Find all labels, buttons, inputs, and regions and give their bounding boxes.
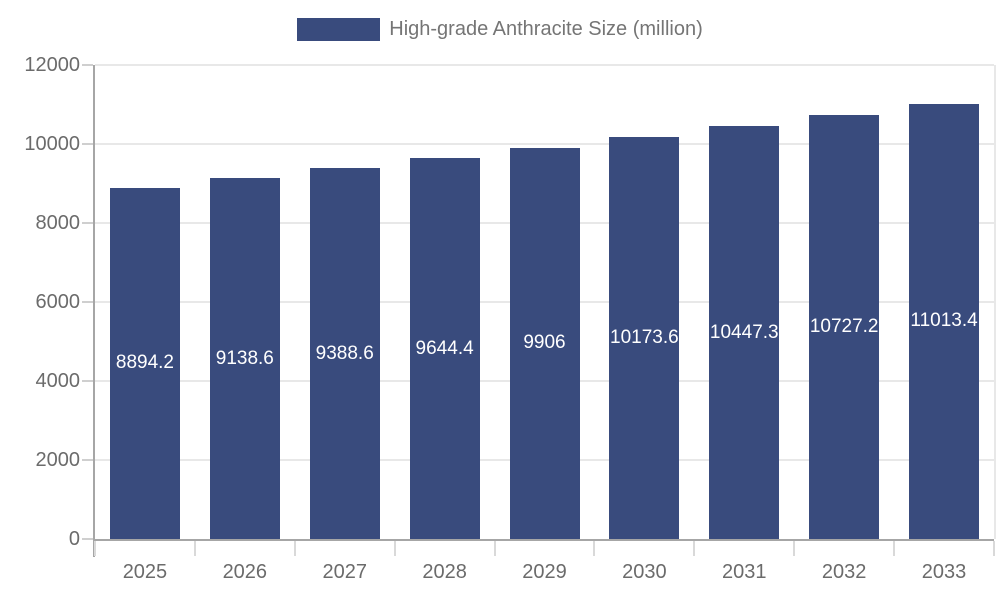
bar-value-label: 9138.6: [215, 347, 274, 369]
x-axis-category-label: 2033: [921, 561, 967, 583]
bar-2027[interactable]: 9388.6: [309, 168, 380, 539]
bar-value-label: 10173.6: [610, 327, 679, 349]
x-axis-category-label: 2026: [222, 561, 268, 583]
plot-area: 0 2000 4000 6000 8000 10000 12000 8894.2 2025 913…: [24, 54, 996, 583]
bar-2032[interactable]: 10727.2: [809, 115, 880, 539]
bar-2026[interactable]: 9138.6: [209, 178, 280, 539]
bar-value-label: 11013.4: [910, 310, 978, 332]
bar-2025[interactable]: 8894.2: [109, 187, 180, 539]
x-axis-tick: [293, 541, 296, 556]
x-axis-tick: [993, 541, 995, 556]
y-axis-tick: [82, 222, 93, 224]
bar-value-label: 10727.2: [809, 316, 879, 338]
x-axis-category-label: 2027: [322, 561, 367, 583]
bar-2030[interactable]: 10173.6: [609, 137, 680, 539]
plot-right-border: [994, 65, 996, 539]
bar-2033[interactable]: 11013.4: [909, 103, 980, 539]
y-axis-tick: [82, 538, 93, 540]
bar-value-label: 9906: [523, 332, 566, 354]
x-axis-tick: [793, 541, 796, 556]
y-axis-line: [93, 65, 95, 557]
bar-2028[interactable]: 9644.4: [409, 158, 480, 539]
y-axis-tick: [82, 380, 93, 382]
x-axis-tick: [593, 541, 596, 556]
x-axis-category-label: 2032: [821, 561, 867, 583]
gridline: [95, 143, 994, 145]
y-axis-tick-label: 2000: [35, 449, 81, 471]
bar-value-label: 9388.6: [315, 342, 374, 364]
x-axis-category-label: 2028: [422, 561, 467, 583]
x-axis-category-label: 2025: [122, 561, 168, 583]
legend-label[interactable]: High-grade Anthracite Size (million): [389, 18, 703, 40]
y-axis-tick-label: 6000: [35, 291, 81, 313]
x-axis-category-label: 2030: [622, 561, 667, 583]
bar-value-label: 10447.3: [709, 321, 779, 343]
x-axis-tick: [393, 541, 396, 556]
x-axis-category-label: 2029: [522, 561, 567, 583]
y-axis-tick-label: 12000: [24, 54, 80, 76]
y-axis-tick: [82, 64, 93, 66]
x-axis-tick: [493, 541, 496, 556]
bar-value-label: 8894.2: [115, 352, 174, 374]
y-axis-tick-label: 10000: [24, 133, 80, 155]
x-axis-tick: [94, 541, 96, 556]
y-axis-tick: [82, 459, 93, 461]
bar-2031[interactable]: 10447.3: [709, 126, 780, 539]
bar-value-label: 9644.4: [415, 337, 474, 359]
x-axis-tick: [893, 541, 896, 556]
y-axis-tick-label: 4000: [35, 370, 81, 392]
gridline: [95, 64, 994, 66]
y-axis-tick-label: 0: [68, 528, 80, 550]
x-axis-category-label: 2031: [722, 561, 767, 583]
y-axis-tick-label: 8000: [35, 212, 81, 234]
y-axis-tick: [82, 301, 93, 303]
legend[interactable]: High-grade Anthracite Size (million): [0, 18, 1000, 41]
bar-2029[interactable]: 9906: [509, 147, 580, 539]
legend-swatch-icon[interactable]: [297, 18, 381, 41]
x-axis-line: [93, 539, 994, 541]
x-axis-tick: [693, 541, 696, 556]
x-axis-tick: [193, 541, 196, 556]
y-axis-tick: [82, 143, 93, 145]
